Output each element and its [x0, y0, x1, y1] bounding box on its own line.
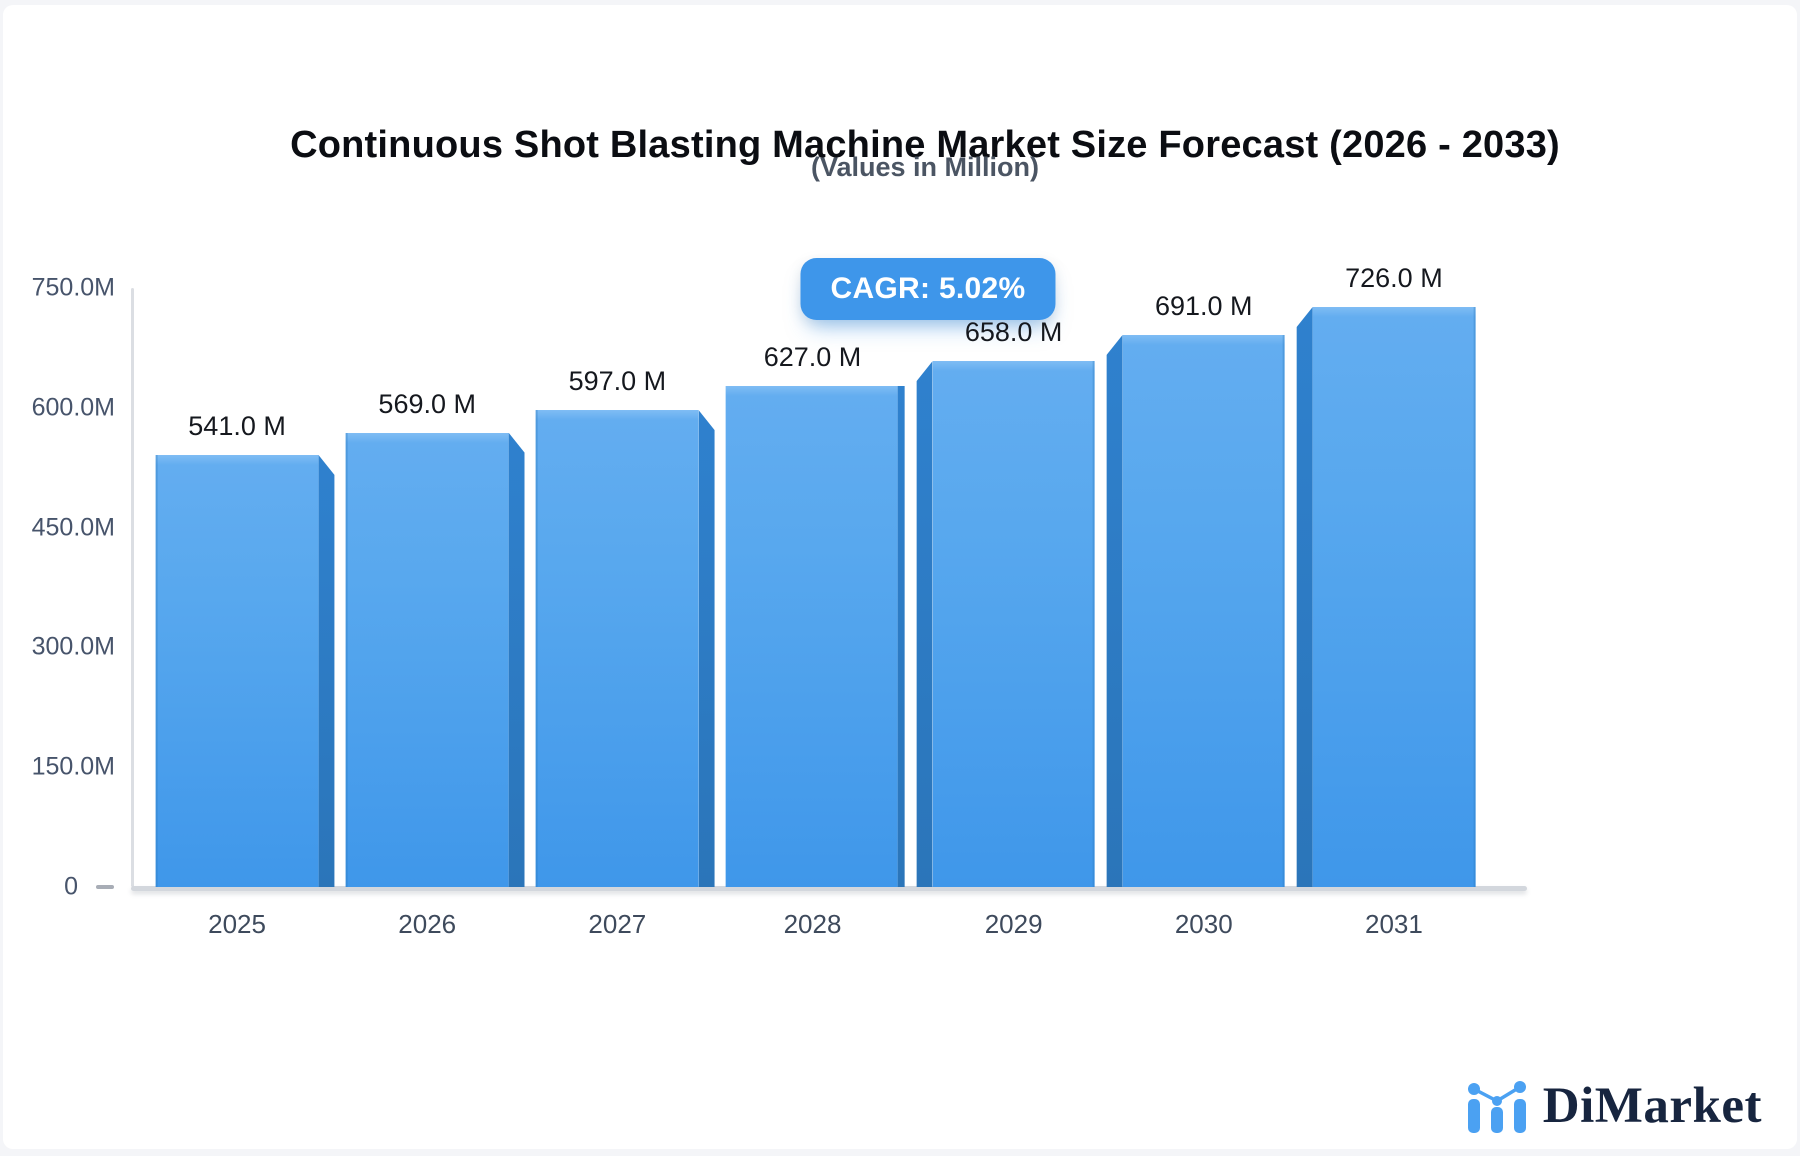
- bar-slot-2026: 569.0 M: [340, 288, 530, 887]
- y-tick-label-300: 300.0M: [31, 632, 115, 661]
- y-tick-label-750: 750.0M: [31, 273, 115, 302]
- bar-bevel-2029: [916, 361, 933, 887]
- bar-bevel-2030: [1106, 335, 1123, 887]
- bar-bevel-2026: [508, 432, 525, 887]
- bar-face-2026: [345, 432, 509, 887]
- x-axis: 2025 2026 2027 2028 2029 2030 2031: [134, 903, 1525, 943]
- bar-2031: 726.0 M: [1296, 263, 1476, 887]
- x-tick-label-2028: 2028: [783, 909, 842, 939]
- x-slot-2030: 2030: [1101, 903, 1291, 943]
- x-tick-label-2027: 2027: [588, 909, 647, 939]
- bar-face-2030: [1122, 335, 1286, 887]
- x-slot-2028: 2028: [720, 903, 910, 943]
- bar-bevel-2031: [1296, 307, 1313, 887]
- bar-value-label-2031: 726.0 M: [1345, 263, 1443, 294]
- zero-tick-mark: [96, 885, 114, 889]
- bar-bevel-2028: [897, 386, 905, 887]
- bar-value-label-2028: 627.0 M: [763, 342, 862, 373]
- y-tick-label-450: 450.0M: [31, 513, 115, 542]
- bar-slot-2030: 691.0 M: [1101, 288, 1291, 887]
- x-axis-line: [131, 886, 1527, 891]
- bar-2030: 691.0 M: [1106, 291, 1286, 887]
- bar-slot-2028: 627.0 M: [720, 288, 910, 887]
- y-tick-label-600: 600.0M: [31, 393, 115, 422]
- dimarket-logo-text: DiMarket: [1542, 1078, 1762, 1134]
- x-slot-2027: 2027: [530, 903, 720, 943]
- x-slot-2031: 2031: [1291, 903, 1481, 943]
- x-tick-label-2026: 2026: [398, 909, 457, 939]
- x-slot-2025: 2025: [150, 903, 340, 943]
- plot-area: 541.0 M 569.0 M 597.0 M 627.0 M 658.0 M 691.0…: [131, 263, 1527, 891]
- x-tick-label-2031: 2031: [1364, 909, 1423, 939]
- bar-2027: 597.0 M: [535, 366, 715, 887]
- bar-value-label-2029: 658.0 M: [964, 317, 1063, 348]
- x-tick-label-2029: 2029: [984, 909, 1043, 939]
- bar-bevel-2025: [318, 454, 335, 887]
- bar-face-2029: [932, 361, 1095, 887]
- chart-subtitle: (Values in Million): [810, 152, 1040, 182]
- bar-2025: 541.0 M: [155, 411, 335, 887]
- bar-bevel-2027: [698, 410, 715, 887]
- bar-value-label-2027: 597.0 M: [568, 366, 667, 397]
- bar-face-2027: [535, 410, 699, 887]
- bar-face-2025: [155, 454, 319, 887]
- bar-value-label-2026: 569.0 M: [378, 388, 476, 419]
- chart-card: Continuous Shot Blasting Machine Market …: [3, 5, 1797, 1149]
- y-tick-label-150: 150.0M: [31, 752, 115, 781]
- x-slot-2029: 2029: [911, 903, 1101, 943]
- x-slot-2026: 2026: [340, 903, 530, 943]
- y-axis: 750.0M 600.0M 450.0M 300.0M 150.0M 0: [3, 274, 131, 901]
- dimarket-bars-icon: [1467, 1081, 1526, 1133]
- bar-slot-2025: 541.0 M: [150, 288, 340, 887]
- bar-2028: 627.0 M: [726, 342, 905, 887]
- dimarket-logo: DiMarket: [1467, 1077, 1762, 1135]
- x-tick-label-2030: 2030: [1174, 909, 1233, 939]
- bar-2026: 569.0 M: [345, 389, 525, 887]
- y-tick-label-0: 0: [64, 872, 78, 901]
- bar-slot-2027: 597.0 M: [530, 288, 720, 887]
- bar-value-label-2025: 541.0 M: [188, 410, 286, 441]
- bar-slot-2031: 726.0 M: [1291, 263, 1481, 887]
- bar-face-2028: [726, 386, 898, 887]
- cagr-badge: CAGR: 5.02%: [800, 258, 1056, 320]
- bar-slot-2029: 658.0 M: [911, 288, 1101, 887]
- bar-face-2031: [1312, 307, 1476, 887]
- x-tick-label-2025: 2025: [208, 909, 266, 939]
- bar-value-label-2030: 691.0 M: [1154, 291, 1253, 322]
- bars-container: 541.0 M 569.0 M 597.0 M 627.0 M 658.0 M 691.0…: [134, 263, 1525, 887]
- y-axis-line: [131, 288, 134, 887]
- bar-2029: 658.0 M: [916, 317, 1095, 887]
- chart-title: Continuous Shot Blasting Machine Market …: [290, 124, 1560, 167]
